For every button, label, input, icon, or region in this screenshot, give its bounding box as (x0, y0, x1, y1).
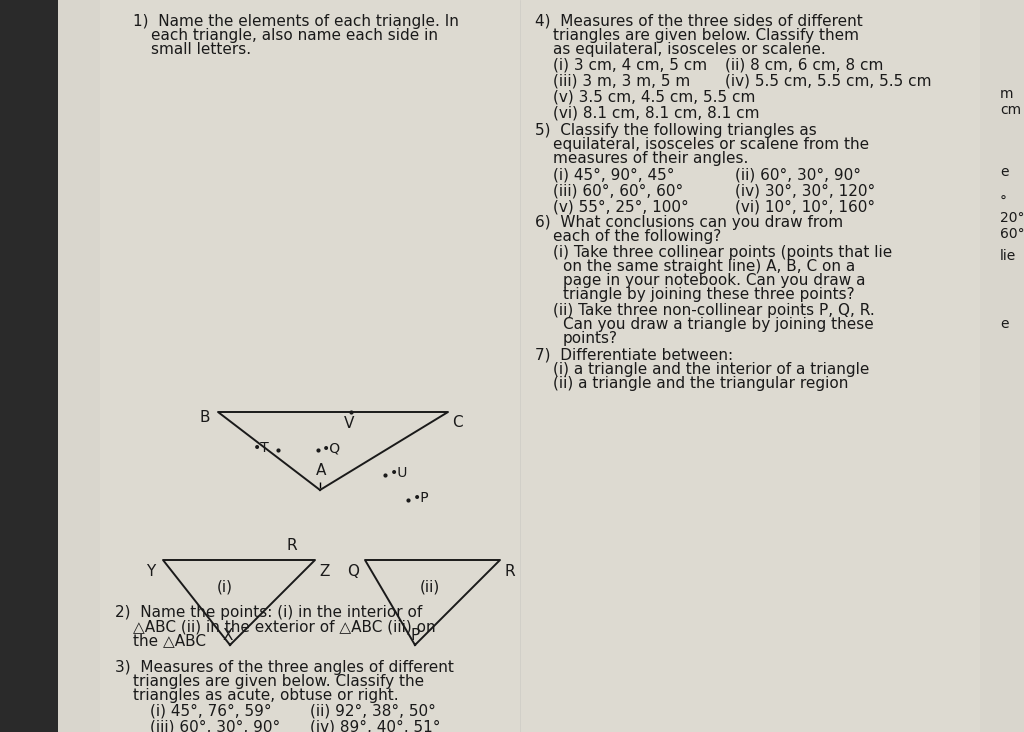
Text: the △ABC: the △ABC (133, 633, 206, 648)
Text: (iv) 30°, 30°, 120°: (iv) 30°, 30°, 120° (735, 183, 876, 198)
Text: 7)  Differentiate between:: 7) Differentiate between: (535, 348, 733, 363)
Text: (ii) a triangle and the triangular region: (ii) a triangle and the triangular regio… (553, 376, 848, 391)
Text: (iii) 60°, 60°, 60°: (iii) 60°, 60°, 60° (553, 183, 683, 198)
Text: •T: •T (253, 441, 270, 455)
Text: (i) 45°, 90°, 45°: (i) 45°, 90°, 45° (553, 167, 675, 182)
Text: (i): (i) (217, 580, 233, 595)
Text: P: P (411, 628, 420, 643)
Text: R: R (504, 564, 515, 579)
Text: C: C (452, 415, 463, 430)
Text: equilateral, isosceles or scalene from the: equilateral, isosceles or scalene from t… (553, 137, 869, 152)
Text: on the same straight line) A, B, C on a: on the same straight line) A, B, C on a (563, 259, 855, 274)
Text: measures of their angles.: measures of their angles. (553, 151, 749, 166)
FancyBboxPatch shape (100, 0, 980, 732)
Text: (i) Take three collinear points (points that lie: (i) Take three collinear points (points … (553, 245, 892, 260)
Text: △ABC (ii) in the exterior of △ABC (iii) on: △ABC (ii) in the exterior of △ABC (iii) … (133, 619, 435, 634)
Text: Y: Y (145, 564, 155, 579)
Text: m: m (1000, 87, 1014, 101)
Text: Q: Q (347, 564, 359, 579)
Text: °: ° (1000, 195, 1007, 209)
Text: (i) 45°, 76°, 59°: (i) 45°, 76°, 59° (150, 703, 271, 718)
Text: each triangle, also name each side in: each triangle, also name each side in (151, 28, 438, 43)
Text: •P: •P (413, 491, 430, 505)
Text: 5)  Classify the following triangles as: 5) Classify the following triangles as (535, 123, 817, 138)
Text: triangles as acute, obtuse or right.: triangles as acute, obtuse or right. (133, 688, 398, 703)
Text: (ii): (ii) (420, 580, 440, 595)
Text: (ii) Take three non-collinear points P, Q, R.: (ii) Take three non-collinear points P, … (553, 303, 874, 318)
Text: e: e (1000, 317, 1009, 331)
Text: 60°: 60° (1000, 227, 1024, 241)
Text: Z: Z (319, 564, 330, 579)
FancyBboxPatch shape (55, 0, 1024, 732)
Text: 4)  Measures of the three sides of different: 4) Measures of the three sides of differ… (535, 14, 863, 29)
FancyBboxPatch shape (58, 0, 1024, 732)
Text: A: A (315, 463, 327, 478)
Text: e: e (1000, 165, 1009, 179)
Text: 6)  What conclusions can you draw from: 6) What conclusions can you draw from (535, 215, 843, 230)
Text: triangles are given below. Classify them: triangles are given below. Classify them (553, 28, 859, 43)
Text: page in your notebook. Can you draw a: page in your notebook. Can you draw a (563, 273, 865, 288)
Text: 2)  Name the points: (i) in the interior of: 2) Name the points: (i) in the interior … (115, 605, 422, 620)
FancyBboxPatch shape (0, 0, 58, 732)
Text: (i) 3 cm, 4 cm, 5 cm: (i) 3 cm, 4 cm, 5 cm (553, 57, 708, 72)
Text: •U: •U (390, 466, 409, 480)
Text: •Q: •Q (322, 441, 341, 455)
Text: cm: cm (1000, 103, 1021, 117)
Text: (i) a triangle and the interior of a triangle: (i) a triangle and the interior of a tri… (553, 362, 869, 377)
Text: triangles are given below. Classify the: triangles are given below. Classify the (133, 674, 424, 689)
Text: as equilateral, isosceles or scalene.: as equilateral, isosceles or scalene. (553, 42, 825, 57)
Text: (iv) 5.5 cm, 5.5 cm, 5.5 cm: (iv) 5.5 cm, 5.5 cm, 5.5 cm (725, 73, 932, 88)
Text: (vi) 8.1 cm, 8.1 cm, 8.1 cm: (vi) 8.1 cm, 8.1 cm, 8.1 cm (553, 105, 760, 120)
Text: each of the following?: each of the following? (553, 229, 721, 244)
Text: (vi) 10°, 10°, 160°: (vi) 10°, 10°, 160° (735, 199, 876, 214)
Text: (iv) 89°, 40°, 51°: (iv) 89°, 40°, 51° (310, 719, 440, 732)
Text: lie: lie (1000, 249, 1016, 263)
Text: points?: points? (563, 331, 618, 346)
Text: 1)  Name the elements of each triangle. In: 1) Name the elements of each triangle. I… (133, 14, 459, 29)
Text: triangle by joining these three points?: triangle by joining these three points? (563, 287, 855, 302)
Text: X: X (223, 628, 233, 643)
Text: (v) 3.5 cm, 4.5 cm, 5.5 cm: (v) 3.5 cm, 4.5 cm, 5.5 cm (553, 89, 756, 104)
Text: (ii) 60°, 30°, 90°: (ii) 60°, 30°, 90° (735, 167, 861, 182)
Text: small letters.: small letters. (151, 42, 251, 57)
Text: (iii) 3 m, 3 m, 5 m: (iii) 3 m, 3 m, 5 m (553, 73, 690, 88)
Text: R: R (287, 537, 297, 553)
Text: (ii) 92°, 38°, 50°: (ii) 92°, 38°, 50° (310, 703, 436, 718)
Text: B: B (200, 410, 210, 425)
Text: (ii) 8 cm, 6 cm, 8 cm: (ii) 8 cm, 6 cm, 8 cm (725, 57, 884, 72)
Text: (iii) 60°, 30°, 90°: (iii) 60°, 30°, 90° (150, 719, 281, 732)
Text: 3)  Measures of the three angles of different: 3) Measures of the three angles of diffe… (115, 660, 454, 675)
Text: Can you draw a triangle by joining these: Can you draw a triangle by joining these (563, 317, 873, 332)
Text: 20°: 20° (1000, 211, 1024, 225)
Text: (v) 55°, 25°, 100°: (v) 55°, 25°, 100° (553, 199, 689, 214)
Text: V: V (344, 416, 354, 431)
